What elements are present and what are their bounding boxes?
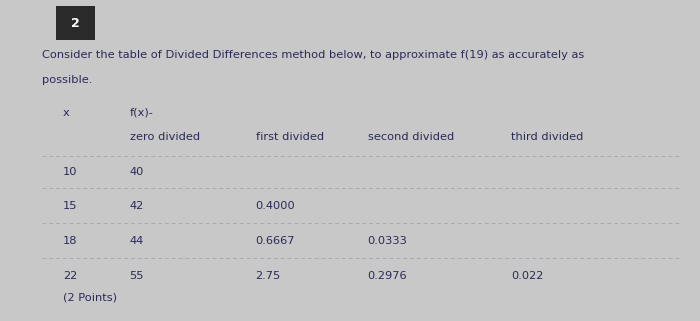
Text: 55: 55 bbox=[130, 271, 144, 281]
Text: f(x)-: f(x)- bbox=[130, 108, 153, 117]
Text: 0.6667: 0.6667 bbox=[256, 236, 295, 246]
Text: zero divided: zero divided bbox=[130, 132, 200, 142]
FancyBboxPatch shape bbox=[56, 6, 94, 40]
Text: 15: 15 bbox=[63, 201, 78, 211]
Text: possible.: possible. bbox=[42, 75, 92, 85]
Text: third divided: third divided bbox=[511, 132, 583, 142]
Text: 18: 18 bbox=[63, 236, 78, 246]
Text: 0.022: 0.022 bbox=[511, 271, 543, 281]
Text: 44: 44 bbox=[130, 236, 144, 246]
Text: first divided: first divided bbox=[256, 132, 323, 142]
Text: 40: 40 bbox=[130, 167, 144, 177]
Text: x: x bbox=[63, 108, 70, 117]
Text: 0.2976: 0.2976 bbox=[368, 271, 407, 281]
Text: 42: 42 bbox=[130, 201, 144, 211]
Text: 2: 2 bbox=[71, 17, 80, 30]
Text: 0.4000: 0.4000 bbox=[256, 201, 295, 211]
Text: (2 Points): (2 Points) bbox=[63, 292, 117, 302]
Text: 2.75: 2.75 bbox=[256, 271, 281, 281]
Text: 22: 22 bbox=[63, 271, 77, 281]
Text: 10: 10 bbox=[63, 167, 78, 177]
Text: Consider the table of Divided Differences method below, to approximate f(19) as : Consider the table of Divided Difference… bbox=[42, 50, 584, 60]
Text: second divided: second divided bbox=[368, 132, 454, 142]
Text: 0.0333: 0.0333 bbox=[368, 236, 407, 246]
